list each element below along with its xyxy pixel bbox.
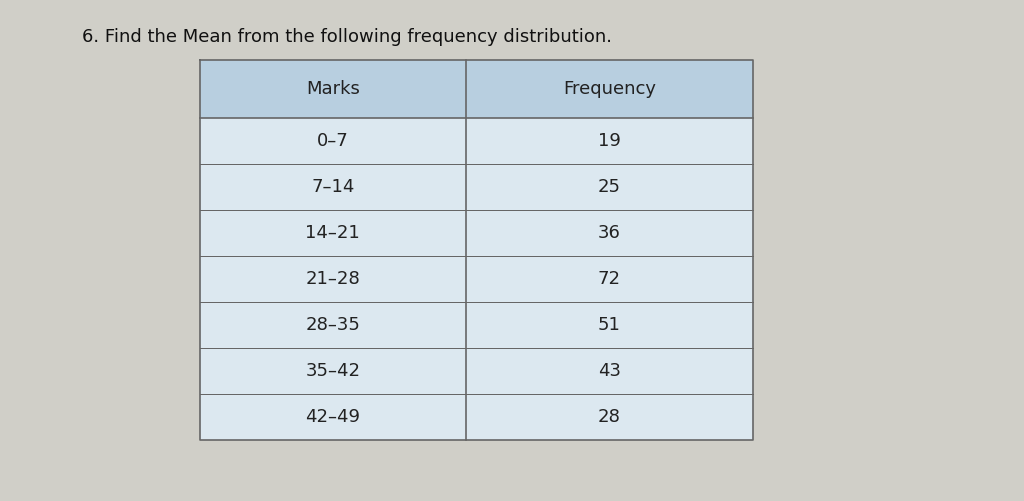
Bar	[466, 164, 753, 210]
Bar	[200, 164, 466, 210]
Text: 36: 36	[598, 224, 621, 242]
Text: 7–14: 7–14	[311, 178, 354, 196]
Text: 0–7: 0–7	[316, 132, 349, 150]
Bar	[466, 302, 753, 348]
Bar	[200, 256, 466, 302]
Text: 28: 28	[598, 408, 621, 426]
Text: 28–35: 28–35	[305, 316, 360, 334]
Text: 25: 25	[598, 178, 621, 196]
Bar	[200, 302, 466, 348]
Bar	[200, 210, 466, 256]
Text: 21–28: 21–28	[305, 270, 360, 288]
Bar	[200, 348, 466, 394]
Text: 14–21: 14–21	[305, 224, 360, 242]
Bar	[200, 394, 466, 440]
Bar	[466, 394, 753, 440]
Bar	[200, 60, 466, 118]
Bar	[466, 60, 753, 118]
Bar	[466, 118, 753, 164]
Text: Frequency: Frequency	[563, 80, 655, 98]
Text: 42–49: 42–49	[305, 408, 360, 426]
Bar	[466, 348, 753, 394]
Text: 35–42: 35–42	[305, 362, 360, 380]
Text: 19: 19	[598, 132, 621, 150]
Bar	[200, 118, 466, 164]
Text: 72: 72	[598, 270, 621, 288]
Bar	[466, 256, 753, 302]
Text: 6. Find the Mean from the following frequency distribution.: 6. Find the Mean from the following freq…	[82, 28, 612, 46]
Text: 43: 43	[598, 362, 621, 380]
Bar	[466, 210, 753, 256]
Text: 51: 51	[598, 316, 621, 334]
Text: Marks: Marks	[306, 80, 359, 98]
